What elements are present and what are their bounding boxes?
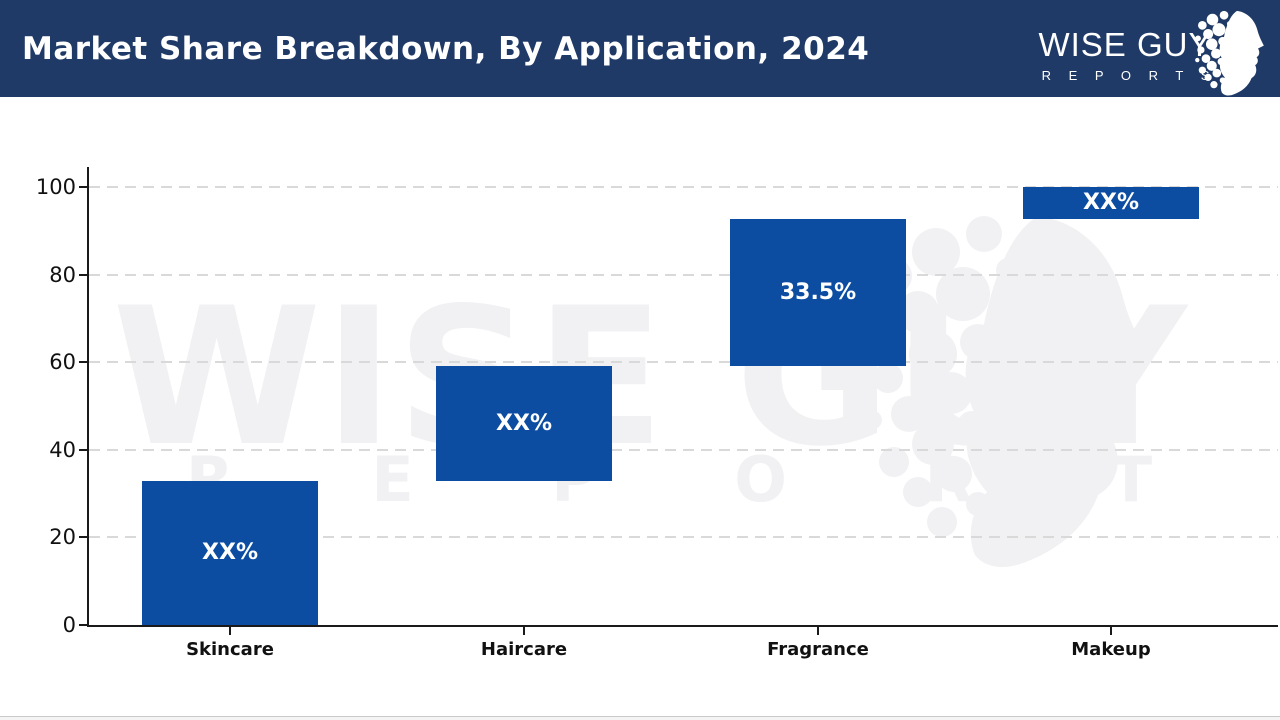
wise-guy-logo: WISE GUY R E P O R T S [1036,6,1272,96]
x-category-label-haircare: Haircare [480,639,568,660]
x-tick-haircare [523,627,525,635]
header: Market Share Breakdown, By Application, … [0,0,1280,97]
gridline-20 [89,536,1278,539]
gridline-100 [89,186,1278,188]
bar-fragrance: 33.5% [730,218,906,366]
bar-value-label: 33.5% [779,279,857,305]
logo-face-icon [1195,10,1264,96]
gridline-80 [89,273,1278,276]
y-tick-0 [79,624,87,626]
x-category-label-skincare: Skincare [186,639,274,660]
y-tick-100 [79,186,87,188]
y-tick-label-60: 60 [49,350,76,375]
y-tick-60 [79,361,87,364]
y-tick-80 [79,273,87,276]
bar-value-label: XX% [496,410,552,436]
x-category-label-makeup: Makeup [1071,639,1151,660]
x-axis-line [87,625,1278,627]
bar-haircare: XX% [436,365,612,481]
logo-wordmark: WISE GUY [1038,26,1212,63]
y-tick-label-20: 20 [49,525,76,550]
footer-strip [0,717,1280,720]
y-tick-20 [79,536,87,539]
chart-area: WISE GUY R E P O R T S 0 20 40 60 80 100 XX% XX… [0,97,1280,716]
page-title: Market Share Breakdown, By Application, … [22,30,870,67]
x-tick-makeup [1110,627,1112,635]
watermark-wordmark: WISE GUY [112,267,1189,488]
logo-subtitle: R E P O R T S [1041,68,1217,83]
y-tick-40 [79,448,87,451]
bar-skincare: XX% [142,480,318,625]
bar-value-label: XX% [1083,190,1139,216]
x-category-label-fragrance: Fragrance [767,639,869,660]
footer-divider [0,716,1280,717]
y-tick-label-80: 80 [49,262,76,287]
y-tick-label-0: 0 [62,613,76,637]
y-axis-line [87,167,89,627]
bar-makeup: XX% [1023,187,1199,219]
y-tick-label-100: 100 [35,175,76,199]
x-tick-fragrance [817,627,819,635]
gridline-40 [89,448,1278,451]
x-tick-skincare [229,627,231,635]
gridline-60 [89,361,1278,364]
y-tick-label-40: 40 [49,437,76,462]
watermark-subtitle: R E P O R T S [186,443,1280,516]
bar-value-label: XX% [202,540,258,566]
